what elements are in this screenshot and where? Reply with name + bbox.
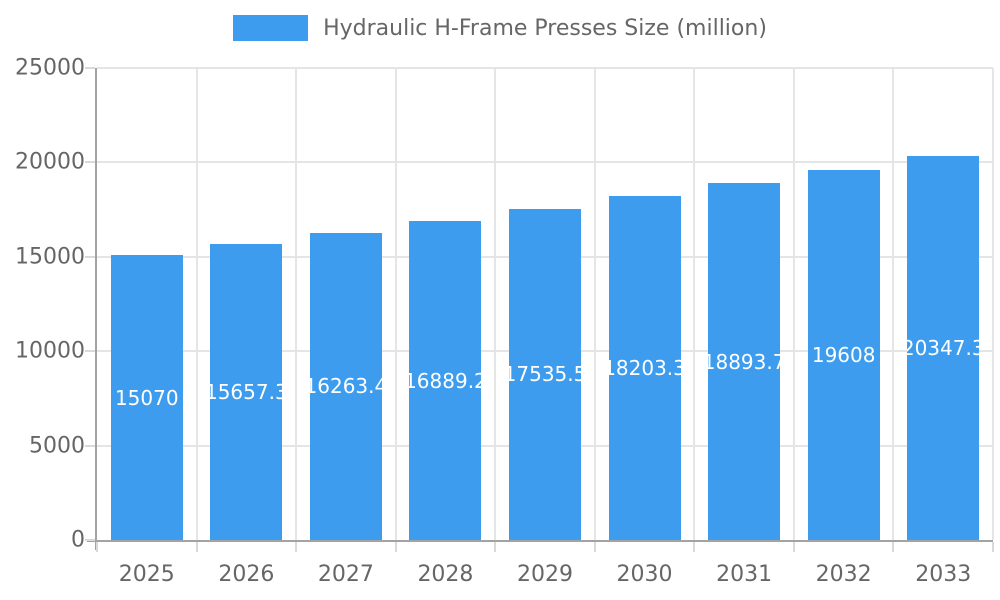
legend-label: Hydraulic H-Frame Presses Size (million): [323, 15, 767, 41]
y-tick-label: 5000: [29, 433, 85, 459]
x-tick-mark: [96, 542, 98, 552]
x-tick-label: 2028: [417, 562, 474, 587]
y-tick-mark: [85, 539, 95, 541]
x-tick-mark: [992, 542, 994, 552]
bar-2033[interactable]: 20347.3: [907, 155, 980, 540]
x-tick-label: 2027: [317, 562, 374, 587]
plot-area: 0 5000 10000 15000 20000 25000 15070 2025 15657.…: [15, 56, 994, 587]
bar-value-label: 15070: [114, 385, 179, 410]
x-tick-mark: [693, 542, 696, 552]
x-tick-mark: [892, 542, 895, 552]
gridline-v: [295, 68, 298, 540]
y-tick-label: 25000: [15, 55, 85, 81]
bar-value-label: 18893.7: [708, 349, 781, 374]
y-tick-label: 15000: [15, 244, 85, 270]
bar-2028[interactable]: 16889.2: [409, 221, 482, 540]
bar-2030[interactable]: 18203.3: [608, 196, 681, 540]
legend-swatch-icon: [233, 15, 309, 41]
y-tick-mark: [85, 350, 95, 353]
y-tick-label: 0: [71, 527, 85, 553]
x-tick-mark: [394, 542, 397, 552]
y-tick-mark: [85, 161, 95, 164]
gridline-h: [97, 67, 993, 69]
x-tick-mark: [295, 542, 298, 552]
x-tick-label: 2033: [915, 562, 972, 587]
y-axis-line: [95, 68, 97, 550]
bar-2029[interactable]: 17535.5: [509, 208, 581, 540]
x-axis-line: [87, 540, 993, 542]
x-tick-label: 2032: [815, 562, 872, 587]
bar-value-label: 18203.3: [608, 356, 681, 381]
gridline-v: [394, 68, 397, 540]
gridline-v: [693, 68, 696, 540]
x-tick-label: 2031: [716, 562, 773, 587]
x-tick-mark: [593, 542, 596, 552]
x-tick-mark: [494, 542, 497, 552]
bar-2025[interactable]: 15070: [110, 255, 183, 540]
bar-value-label: 15657.3: [210, 380, 283, 405]
y-tick-mark: [85, 444, 95, 447]
y-tick-label: 10000: [15, 338, 85, 364]
bar-value-label: 20347.3: [907, 335, 980, 360]
legend: Hydraulic H-Frame Presses Size (million): [0, 15, 1000, 41]
bar-2027[interactable]: 16263.4: [309, 232, 382, 540]
gridline-v: [593, 68, 596, 540]
gridline-v: [792, 68, 795, 540]
gridline-v: [494, 68, 497, 540]
x-tick-label: 2026: [218, 562, 275, 587]
bar-value-label: 17535.5: [509, 362, 581, 387]
x-tick-mark: [792, 542, 795, 552]
gridline-v: [992, 68, 994, 540]
x-tick-label: 2025: [118, 562, 175, 587]
gridline-v: [195, 68, 198, 540]
y-tick-label: 20000: [15, 149, 85, 175]
bar-value-label: 16889.2: [409, 368, 482, 393]
y-tick-mark: [85, 67, 95, 69]
bar-value-label: 19608: [811, 342, 876, 367]
bar-2026[interactable]: 15657.3: [210, 244, 283, 540]
bar-2032[interactable]: 19608: [807, 169, 880, 540]
gridline-v: [892, 68, 895, 540]
x-tick-label: 2029: [517, 562, 573, 587]
x-tick-label: 2030: [616, 562, 673, 587]
legend-item[interactable]: Hydraulic H-Frame Presses Size (million): [233, 15, 767, 41]
gridline-h: [97, 161, 993, 164]
bar-2031[interactable]: 18893.7: [708, 183, 781, 540]
bar-value-label: 16263.4: [309, 374, 382, 399]
y-tick-mark: [85, 255, 95, 258]
x-tick-mark: [195, 542, 198, 552]
